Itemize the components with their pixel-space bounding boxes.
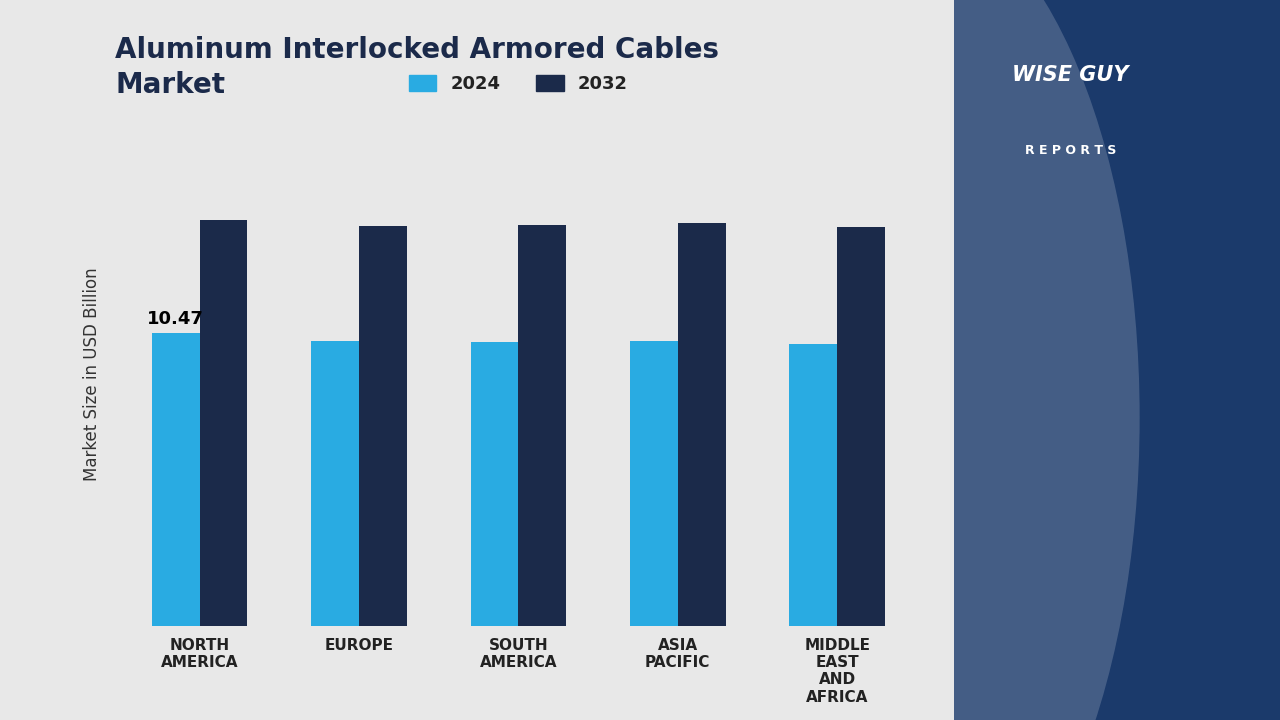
Bar [471, 342, 518, 626]
Text: 10.47: 10.47 [147, 310, 205, 328]
Bar [311, 341, 358, 626]
Circle shape [669, 0, 1139, 720]
Bar [837, 228, 884, 626]
Bar [358, 226, 407, 626]
Y-axis label: Market Size in USD Billion: Market Size in USD Billion [83, 268, 101, 481]
Legend: 2024, 2032: 2024, 2032 [399, 66, 637, 102]
Bar [518, 225, 566, 626]
Bar [630, 341, 678, 626]
Text: R E P O R T S: R E P O R T S [1025, 144, 1116, 157]
Bar [200, 220, 247, 626]
Bar [152, 333, 200, 626]
Text: Aluminum Interlocked Armored Cables
Market: Aluminum Interlocked Armored Cables Mark… [115, 36, 719, 99]
Text: WISE GUY: WISE GUY [1012, 65, 1129, 85]
Bar [790, 343, 837, 626]
Bar [678, 223, 726, 626]
